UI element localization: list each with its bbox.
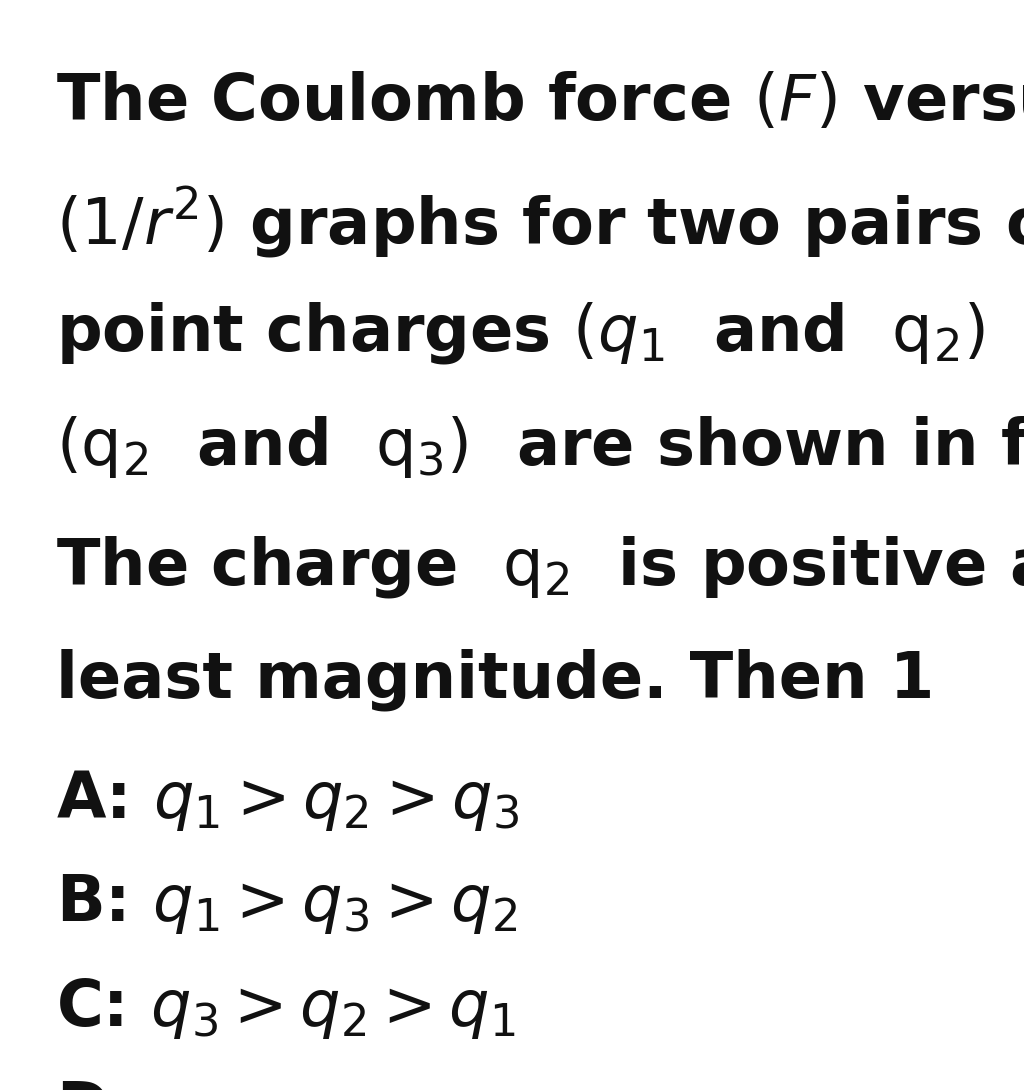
- Text: The charge  $\mathsf{q}_2$  is positive and has: The charge $\mathsf{q}_2$ is positive an…: [56, 534, 1024, 601]
- Text: The Coulomb force $(F)$ versus: The Coulomb force $(F)$ versus: [56, 71, 1024, 133]
- Text: $(\mathsf{q}_2$  and  $\mathsf{q}_3)$  are shown in figure.: $(\mathsf{q}_2$ and $\mathsf{q}_3)$ are …: [56, 414, 1024, 481]
- Text: $(1/r^2)$ graphs for two pairs of: $(1/r^2)$ graphs for two pairs of: [56, 185, 1024, 261]
- Text: B: $q_1 > q_3 > q_2$: B: $q_1 > q_3 > q_2$: [56, 872, 518, 936]
- Text: A: $q_1 > q_2 > q_3$: A: $q_1 > q_2 > q_3$: [56, 768, 519, 834]
- Text: C: $q_3 > q_2 > q_1$: C: $q_3 > q_2 > q_1$: [56, 976, 516, 1041]
- Text: D: $q_3 > q_1 > q_2$: D: $q_3 > q_1 > q_2$: [56, 1079, 522, 1090]
- Text: point charges $(q_1$  and  $\mathsf{q}_2)$  and: point charges $(q_1$ and $\mathsf{q}_2)$…: [56, 300, 1024, 366]
- Text: least magnitude. Then 1: least magnitude. Then 1: [56, 649, 935, 711]
